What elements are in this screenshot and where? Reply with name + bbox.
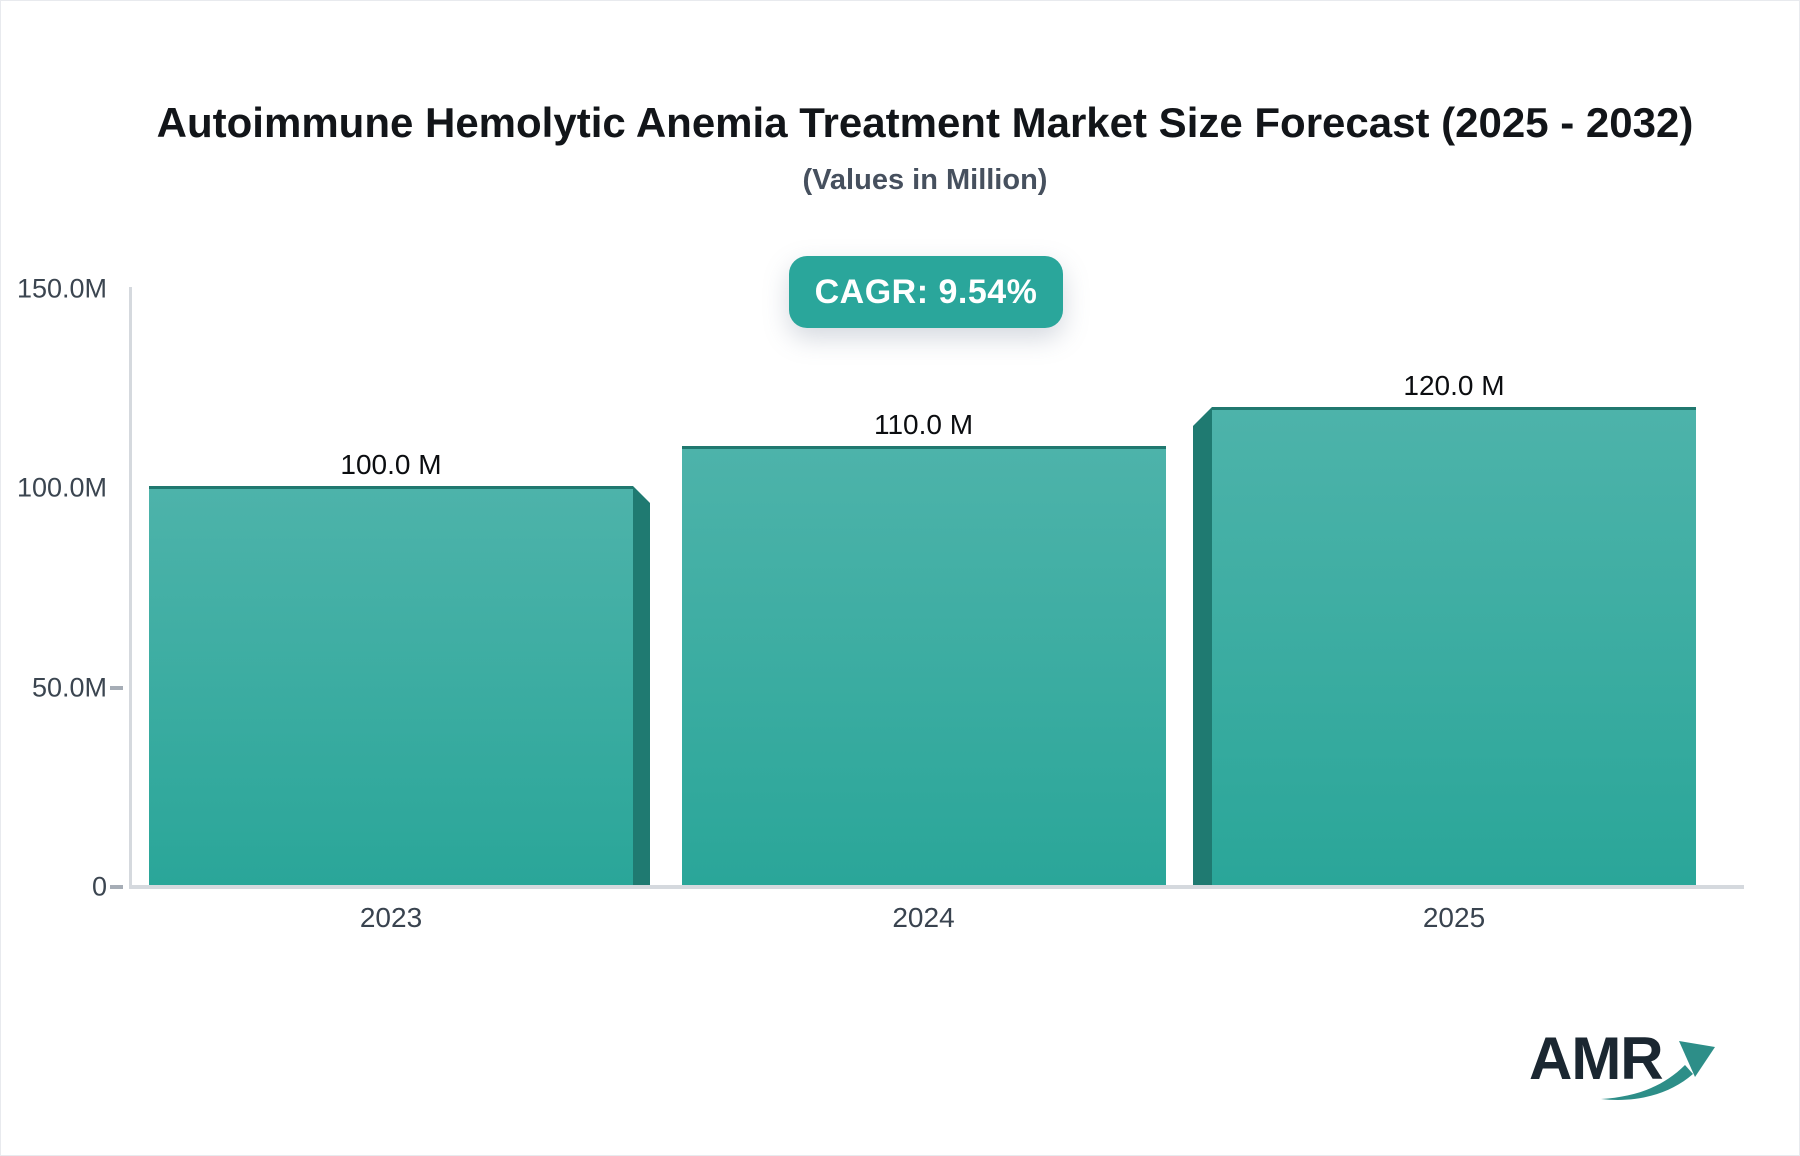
y-axis-label-50.0M: 50.0M xyxy=(31,672,107,703)
cagr-badge: CAGR: 9.54% xyxy=(789,256,1063,328)
x-axis-label-2023: 2023 xyxy=(359,902,423,933)
x-axis-label-2025: 2025 xyxy=(1422,902,1486,933)
x-axis-label-2024: 2024 xyxy=(892,902,955,933)
chart-title: Autoimmune Hemolytic Anemia Treatment Ma… xyxy=(156,99,1694,146)
y-axis-line xyxy=(129,287,132,887)
bar-value-label-2023: 100.0 M xyxy=(340,449,442,480)
y-axis-label-0: 0 xyxy=(91,871,107,902)
y-axis-label-100.0M: 100.0M xyxy=(16,472,107,503)
bar-side-face-2025 xyxy=(1193,407,1212,885)
y-axis-tick-dash-0 xyxy=(110,885,123,889)
bar-2023 xyxy=(149,486,633,885)
y-axis-tick-dash-50.0M xyxy=(110,685,123,690)
bar-2024 xyxy=(681,446,1166,885)
cagr-badge-label: CAGR: 9.54% xyxy=(814,272,1038,311)
amr-logo-text: AMR xyxy=(1529,1025,1664,1092)
amr-logo: AMR xyxy=(1529,1029,1719,1119)
trend-up-arrow-icon xyxy=(1601,1041,1715,1100)
chart-subtitle: (Values in Million) xyxy=(802,164,1048,196)
bar-value-label-2024: 110.0 M xyxy=(873,409,974,440)
bar-value-label-2025: 120.0 M xyxy=(1403,370,1505,401)
bar-side-face-2023 xyxy=(633,486,650,885)
y-axis-label-150.0M: 150.0M xyxy=(16,273,107,304)
x-axis-baseline xyxy=(129,885,1744,889)
bar-2025 xyxy=(1212,407,1696,885)
